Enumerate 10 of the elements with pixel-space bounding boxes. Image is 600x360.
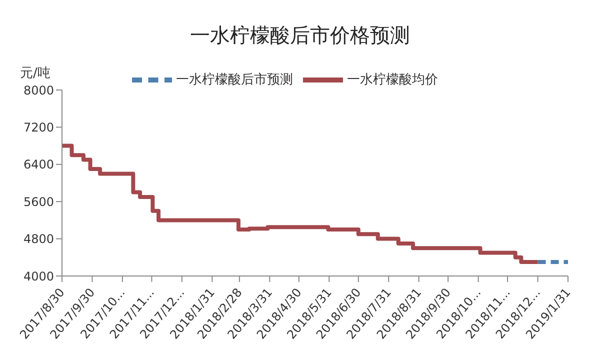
y-axis-title: 元/吨: [20, 65, 50, 82]
legend-label: 一水柠檬酸均价: [347, 72, 438, 88]
y-tick-label: 6400: [23, 158, 54, 172]
chart-title: 一水柠檬酸后市价格预测: [189, 22, 411, 49]
y-tick-label: 4800: [23, 232, 54, 246]
y-tick-label: 7200: [23, 120, 54, 134]
legend-label: 一水柠檬酸后市预测: [176, 72, 293, 88]
y-tick-label: 8000: [23, 83, 54, 98]
y-tick-label: 4000: [23, 269, 54, 284]
y-tick-label: 5600: [23, 194, 54, 209]
